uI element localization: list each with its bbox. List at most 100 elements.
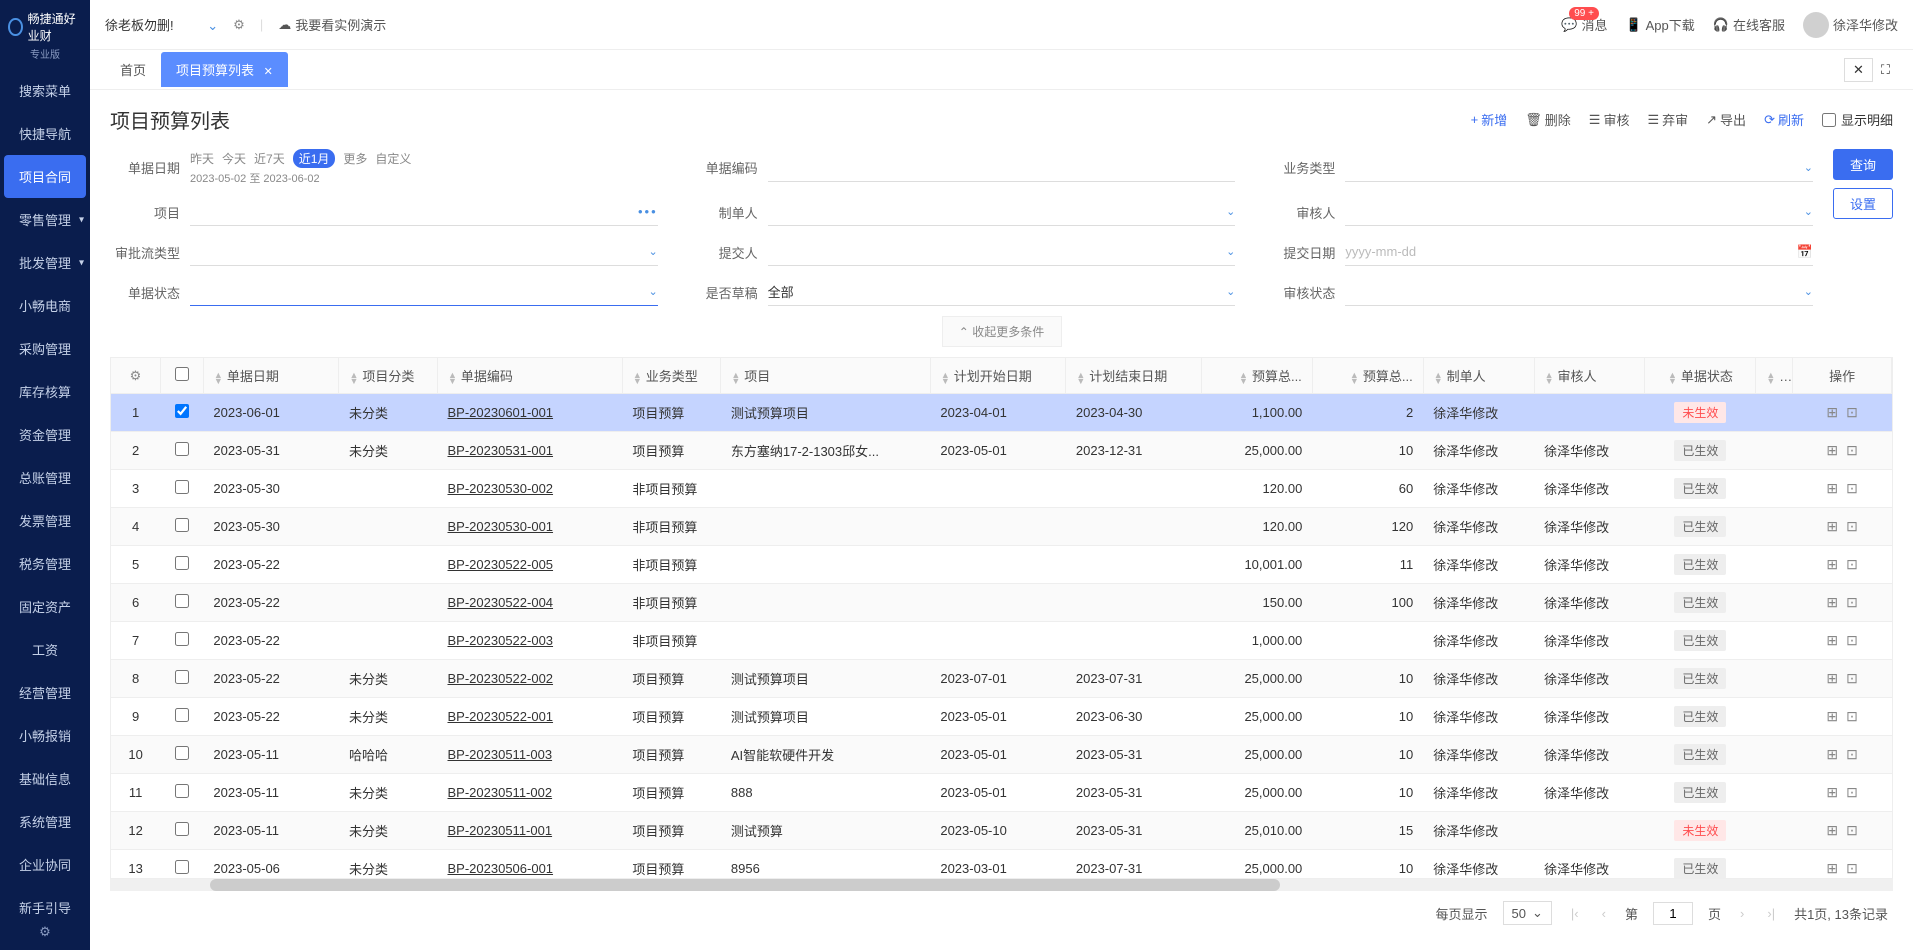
query-button[interactable]: 查询 — [1833, 149, 1893, 180]
col-biz[interactable]: ▲▼业务类型 — [622, 358, 721, 394]
show-detail-checkbox[interactable] — [1822, 113, 1836, 127]
col-status[interactable]: ▲▼单据状态 — [1645, 358, 1756, 394]
sidebar-item-3[interactable]: 零售管理▾ — [0, 198, 90, 241]
submitter-select[interactable]: ⌄ — [768, 238, 1236, 266]
tab-budget-list[interactable]: 项目预算列表 ✕ — [161, 52, 288, 87]
row-checkbox[interactable] — [160, 394, 203, 432]
sidebar-item-9[interactable]: 总账管理 — [0, 456, 90, 499]
table-row[interactable]: 132023-05-06未分类BP-20230506-001项目预算895620… — [111, 850, 1892, 880]
close-icon[interactable]: ✕ — [264, 66, 273, 78]
sidebar-item-17[interactable]: 系统管理 — [0, 800, 90, 843]
more-icon[interactable]: ⊡ — [1846, 632, 1858, 649]
view-icon[interactable]: ⊞ — [1826, 822, 1838, 839]
sidebar-item-1[interactable]: 快捷导航 — [0, 112, 90, 155]
account-selector[interactable]: 徐老板勿删! ⌄ — [105, 15, 218, 34]
cell-code[interactable]: BP-20230522-002 — [438, 660, 623, 698]
horizontal-scrollbar[interactable] — [110, 879, 1893, 891]
date-shortcut[interactable]: 今天 — [222, 150, 246, 167]
per-page-select[interactable]: 50 ⌄ — [1503, 901, 1552, 925]
view-icon[interactable]: ⊞ — [1826, 404, 1838, 421]
sidebar-item-18[interactable]: 企业协同 — [0, 843, 90, 886]
creator-select[interactable]: ⌄ — [768, 198, 1236, 226]
user-menu[interactable]: 徐泽华修改 — [1803, 12, 1898, 38]
table-row[interactable]: 42023-05-30BP-20230530-001非项目预算120.00120… — [111, 508, 1892, 546]
more-icon[interactable]: ⊡ — [1846, 594, 1858, 611]
more-icon[interactable]: ⊡ — [1846, 746, 1858, 763]
sidebar-item-11[interactable]: 税务管理 — [0, 542, 90, 585]
submit-date-input[interactable]: yyyy-mm-dd 📅 — [1345, 238, 1813, 266]
view-icon[interactable]: ⊞ — [1826, 594, 1838, 611]
biz-type-select[interactable]: ⌄ — [1345, 154, 1813, 182]
date-shortcut[interactable]: 近7天 — [254, 150, 285, 167]
sidebar-item-8[interactable]: 资金管理 — [0, 413, 90, 456]
table-row[interactable]: 62023-05-22BP-20230522-004非项目预算150.00100… — [111, 584, 1892, 622]
col-amount[interactable]: ▲▼预算总... — [1201, 358, 1312, 394]
table-row[interactable]: 122023-05-11未分类BP-20230511-001项目预算测试预算20… — [111, 812, 1892, 850]
sidebar-item-2[interactable]: 项目合同 — [4, 155, 86, 198]
col-creator[interactable]: ▲▼制单人 — [1423, 358, 1534, 394]
auditor-select[interactable]: ⌄ — [1345, 198, 1813, 226]
row-checkbox[interactable] — [160, 736, 203, 774]
sidebar-settings-icon[interactable]: ⚙ — [0, 914, 90, 950]
cell-code[interactable]: BP-20230506-001 — [438, 850, 623, 880]
show-detail-toggle[interactable]: 显示明细 — [1822, 110, 1893, 129]
page-input[interactable] — [1653, 902, 1693, 925]
cell-code[interactable]: BP-20230511-003 — [438, 736, 623, 774]
date-shortcut[interactable]: 自定义 — [375, 150, 411, 167]
select-all-checkbox[interactable] — [160, 358, 203, 394]
row-checkbox[interactable] — [160, 432, 203, 470]
cell-code[interactable]: BP-20230530-001 — [438, 508, 623, 546]
first-page[interactable]: |‹ — [1567, 906, 1583, 921]
view-icon[interactable]: ⊞ — [1826, 784, 1838, 801]
setting-button[interactable]: 设置 — [1833, 188, 1893, 219]
more-icon[interactable]: ⊡ — [1846, 518, 1858, 535]
row-checkbox[interactable] — [160, 546, 203, 584]
cell-code[interactable]: BP-20230531-001 — [438, 432, 623, 470]
download-button[interactable]: 📱 App下载 — [1625, 15, 1694, 34]
col-total[interactable]: ▲▼预算总... — [1312, 358, 1423, 394]
row-checkbox[interactable] — [160, 774, 203, 812]
view-icon[interactable]: ⊞ — [1826, 670, 1838, 687]
doc-status-select[interactable]: ⌄ — [190, 278, 658, 306]
view-icon[interactable]: ⊞ — [1826, 860, 1838, 877]
table-row[interactable]: 22023-05-31未分类BP-20230531-001项目预算东方塞纳17-… — [111, 432, 1892, 470]
row-checkbox[interactable] — [160, 584, 203, 622]
cell-code[interactable]: BP-20230601-001 — [438, 394, 623, 432]
sidebar-item-15[interactable]: 小畅报销 — [0, 714, 90, 757]
sidebar-item-6[interactable]: 采购管理 — [0, 327, 90, 370]
sidebar-item-7[interactable]: 库存核算 — [0, 370, 90, 413]
column-settings-icon[interactable]: ⚙ — [111, 358, 160, 394]
more-icon[interactable]: ⊡ — [1846, 670, 1858, 687]
audit-status-select[interactable]: ⌄ — [1345, 278, 1813, 306]
cell-code[interactable]: BP-20230511-002 — [438, 774, 623, 812]
gear-icon[interactable]: ⚙ — [233, 17, 245, 33]
more-icon[interactable]: ⊡ — [1846, 404, 1858, 421]
view-icon[interactable]: ⊞ — [1826, 442, 1838, 459]
col-project[interactable]: ▲▼项目 — [721, 358, 930, 394]
sidebar-item-5[interactable]: 小畅电商 — [0, 284, 90, 327]
more-icon[interactable]: ⊡ — [1846, 708, 1858, 725]
demo-link[interactable]: ☁ 我要看实例演示 — [278, 15, 386, 34]
row-checkbox[interactable] — [160, 508, 203, 546]
cell-code[interactable]: BP-20230511-001 — [438, 812, 623, 850]
table-row[interactable]: 112023-05-11未分类BP-20230511-002项目预算888202… — [111, 774, 1892, 812]
view-icon[interactable]: ⊞ — [1826, 632, 1838, 649]
row-checkbox[interactable] — [160, 698, 203, 736]
is-draft-select[interactable]: 全部 ⌄ — [768, 278, 1236, 306]
last-page[interactable]: ›| — [1763, 906, 1779, 921]
col-date[interactable]: ▲▼单据日期 — [203, 358, 339, 394]
col-category[interactable]: ▲▼项目分类 — [339, 358, 438, 394]
sidebar-item-10[interactable]: 发票管理 — [0, 499, 90, 542]
col-code[interactable]: ▲▼单据编码 — [438, 358, 623, 394]
view-icon[interactable]: ⊞ — [1826, 480, 1838, 497]
table-row[interactable]: 92023-05-22未分类BP-20230522-001项目预算测试预算项目2… — [111, 698, 1892, 736]
view-icon[interactable]: ⊞ — [1826, 556, 1838, 573]
abandon-button[interactable]: ☰ 弃审 — [1647, 110, 1688, 129]
tab-home[interactable]: 首页 — [105, 52, 161, 87]
row-checkbox[interactable] — [160, 470, 203, 508]
date-shortcut[interactable]: 更多 — [343, 150, 367, 167]
service-button[interactable]: 🎧 在线客服 — [1713, 15, 1785, 34]
refresh-button[interactable]: ⟳ 刷新 — [1764, 110, 1804, 129]
table-row[interactable]: 32023-05-30BP-20230530-002非项目预算120.0060徐… — [111, 470, 1892, 508]
row-checkbox[interactable] — [160, 812, 203, 850]
